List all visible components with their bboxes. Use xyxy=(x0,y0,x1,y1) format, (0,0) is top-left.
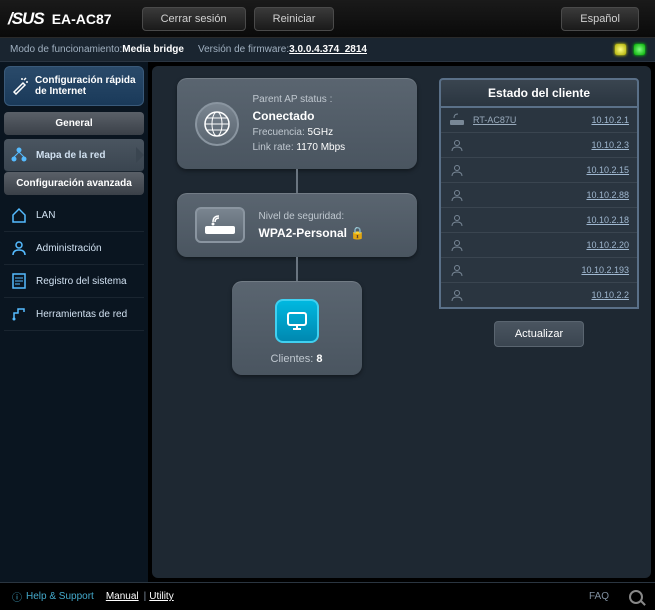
client-panel-title: Estado del cliente xyxy=(439,78,639,108)
sidebar-item-netmap[interactable]: Mapa de la red xyxy=(4,139,144,172)
refresh-button[interactable]: Actualizar xyxy=(494,321,584,347)
sidebar-item-3[interactable]: Herramientas de red xyxy=(4,298,144,331)
parent-status-label: Parent AP status : xyxy=(253,92,399,107)
client-ip[interactable]: 10.10.2.88 xyxy=(586,190,629,200)
security-value: WPA2-Personal xyxy=(259,226,347,240)
faq-link[interactable]: FAQ xyxy=(589,591,609,602)
wand-icon xyxy=(11,77,29,95)
sidebar-icon xyxy=(10,272,28,290)
content-area: Parent AP status : Conectado Frecuencia:… xyxy=(152,66,651,578)
monitor-icon xyxy=(275,299,319,343)
sidebar-label: Registro del sistema xyxy=(36,276,127,287)
client-icon xyxy=(449,163,465,177)
led-ok-icon xyxy=(634,44,645,55)
client-icon xyxy=(449,213,465,227)
security-card[interactable]: Nivel de seguridad: WPA2-Personal 🔒 xyxy=(177,193,417,257)
client-icon xyxy=(449,138,465,152)
sidebar-icon xyxy=(10,206,28,224)
wizard-label: Configuración rápida de Internet xyxy=(35,75,137,97)
reboot-button[interactable]: Reiniciar xyxy=(254,7,335,31)
client-row[interactable]: 10.10.2.88 xyxy=(441,183,637,208)
client-icon xyxy=(449,263,465,277)
brand-logo: /SUS xyxy=(8,9,44,29)
client-ip[interactable]: 10.10.2.193 xyxy=(581,265,629,275)
client-row[interactable]: 10.10.2.3 xyxy=(441,133,637,158)
help-link[interactable]: Help & Support xyxy=(26,591,94,602)
client-row[interactable]: RT-AC87U 10.10.2.1 xyxy=(441,108,637,133)
language-select[interactable]: Español xyxy=(561,7,639,31)
wizard-button[interactable]: Configuración rápida de Internet xyxy=(4,66,144,106)
client-row[interactable]: 10.10.2.20 xyxy=(441,233,637,258)
client-row[interactable]: 10.10.2.18 xyxy=(441,208,637,233)
client-icon xyxy=(449,188,465,202)
network-diagram: Parent AP status : Conectado Frecuencia:… xyxy=(164,78,429,566)
sidebar-item-1[interactable]: Administración xyxy=(4,232,144,265)
parent-status-value: Conectado xyxy=(253,107,399,125)
client-rows: RT-AC87U 10.10.2.1 10.10.2.3 10.10.2.15 10.1… xyxy=(439,108,639,309)
manual-link[interactable]: Manual xyxy=(106,591,139,602)
sidebar-label: LAN xyxy=(36,210,55,221)
client-ip[interactable]: 10.10.2.2 xyxy=(591,290,629,300)
topbar: /SUS EA-AC87 Cerrar sesión Reiniciar Esp… xyxy=(0,0,655,38)
general-header: General xyxy=(4,112,144,135)
client-panel: Estado del cliente RT-AC87U 10.10.2.1 10.1… xyxy=(439,78,639,566)
sidebar-item-2[interactable]: Registro del sistema xyxy=(4,265,144,298)
client-ip[interactable]: 10.10.2.15 xyxy=(586,165,629,175)
help-icon: ⓘ xyxy=(12,589,22,604)
connector-line xyxy=(296,169,298,193)
advanced-header: Configuración avanzada xyxy=(4,172,144,195)
footer: ⓘ Help & Support Manual | Utility FAQ xyxy=(0,582,655,610)
sidebar-icon xyxy=(10,239,28,257)
client-icon xyxy=(449,238,465,252)
led-warning-icon xyxy=(615,44,626,55)
client-name[interactable]: RT-AC87U xyxy=(473,115,583,125)
client-icon xyxy=(449,113,465,127)
router-icon xyxy=(195,207,245,243)
sidebar-label: Herramientas de red xyxy=(36,309,127,320)
sidebar: Configuración rápida de Internet General… xyxy=(0,62,148,582)
sidebar-icon xyxy=(10,305,28,323)
netmap-label: Mapa de la red xyxy=(36,150,105,161)
parent-ap-card[interactable]: Parent AP status : Conectado Frecuencia:… xyxy=(177,78,417,169)
logout-button[interactable]: Cerrar sesión xyxy=(142,7,246,31)
clients-label: Clientes: xyxy=(271,353,317,365)
lock-icon: 🔒 xyxy=(350,226,365,240)
client-row[interactable]: 10.10.2.193 xyxy=(441,258,637,283)
sidebar-item-0[interactable]: LAN xyxy=(4,199,144,232)
client-icon xyxy=(449,288,465,302)
client-row[interactable]: 10.10.2.15 xyxy=(441,158,637,183)
client-ip[interactable]: 10.10.2.20 xyxy=(586,240,629,250)
info-bar: Modo de funcionamiento: Media bridge Ver… xyxy=(0,38,655,62)
clients-count: 8 xyxy=(316,353,322,365)
netmap-icon xyxy=(10,146,28,164)
model-label: EA-AC87 xyxy=(52,11,112,27)
mode-label: Modo de funcionamiento: xyxy=(10,44,122,55)
client-ip[interactable]: 10.10.2.18 xyxy=(586,215,629,225)
client-row[interactable]: 10.10.2.2 xyxy=(441,283,637,307)
clients-card[interactable]: Clientes: 8 xyxy=(232,281,362,375)
search-icon[interactable] xyxy=(629,590,643,604)
security-label: Nivel de seguridad: xyxy=(259,209,399,224)
fw-link[interactable]: 3.0.0.4.374_2814 xyxy=(289,44,367,55)
fw-label: Versión de firmware: xyxy=(198,44,289,55)
utility-link[interactable]: Utility xyxy=(149,591,173,602)
client-ip[interactable]: 10.10.2.3 xyxy=(591,140,629,150)
client-ip[interactable]: 10.10.2.1 xyxy=(591,115,629,125)
globe-icon xyxy=(195,102,239,146)
connector-line xyxy=(296,257,298,281)
status-leds xyxy=(615,44,645,55)
mode-value: Media bridge xyxy=(122,44,184,55)
sidebar-label: Administración xyxy=(36,243,102,254)
